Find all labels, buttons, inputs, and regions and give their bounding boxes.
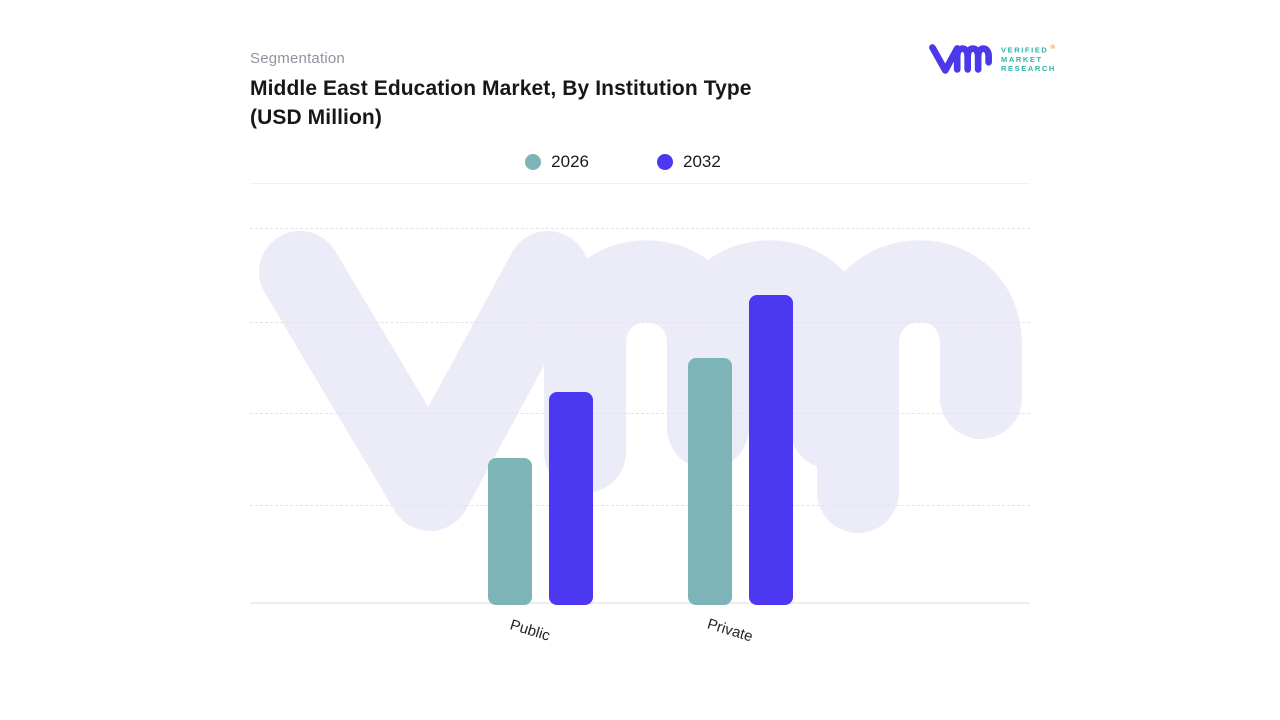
logo-word-verified: VERIFIED	[1001, 45, 1049, 54]
watermark-m-stroke	[544, 240, 872, 493]
vmr-logo-mark	[929, 44, 992, 74]
chart-title-line2: (USD Million)	[250, 106, 382, 129]
legend-item-2026: 2026	[525, 152, 589, 172]
watermark-v-stroke	[259, 231, 589, 531]
logo-word-research: RESEARCH	[1001, 64, 1056, 73]
legend-swatch-2026	[525, 154, 542, 170]
chart-title-line1: Middle East Education Market, By Institu…	[250, 77, 752, 100]
watermark-r-stroke	[817, 240, 1022, 533]
vmr-logo-text: VERIFIED ® MARKET RESEARCH	[1001, 43, 1056, 74]
chart-legend: 2026 2032	[250, 148, 996, 176]
registered-trademark-icon: ®	[1050, 43, 1056, 51]
legend-label-2032: 2032	[683, 152, 721, 171]
logo-word-market: MARKET	[1001, 54, 1043, 64]
chart-title: Middle East Education Market, By Institu…	[250, 74, 870, 132]
vmr-logo: VERIFIED ® MARKET RESEARCH	[928, 38, 1056, 78]
legend-label-2026: 2026	[551, 152, 589, 171]
legend-item-2032: 2032	[657, 152, 721, 172]
legend-swatch-2032	[657, 154, 673, 170]
eyebrow-label: Segmentation	[250, 50, 345, 67]
legend-separator-line	[250, 183, 1030, 184]
